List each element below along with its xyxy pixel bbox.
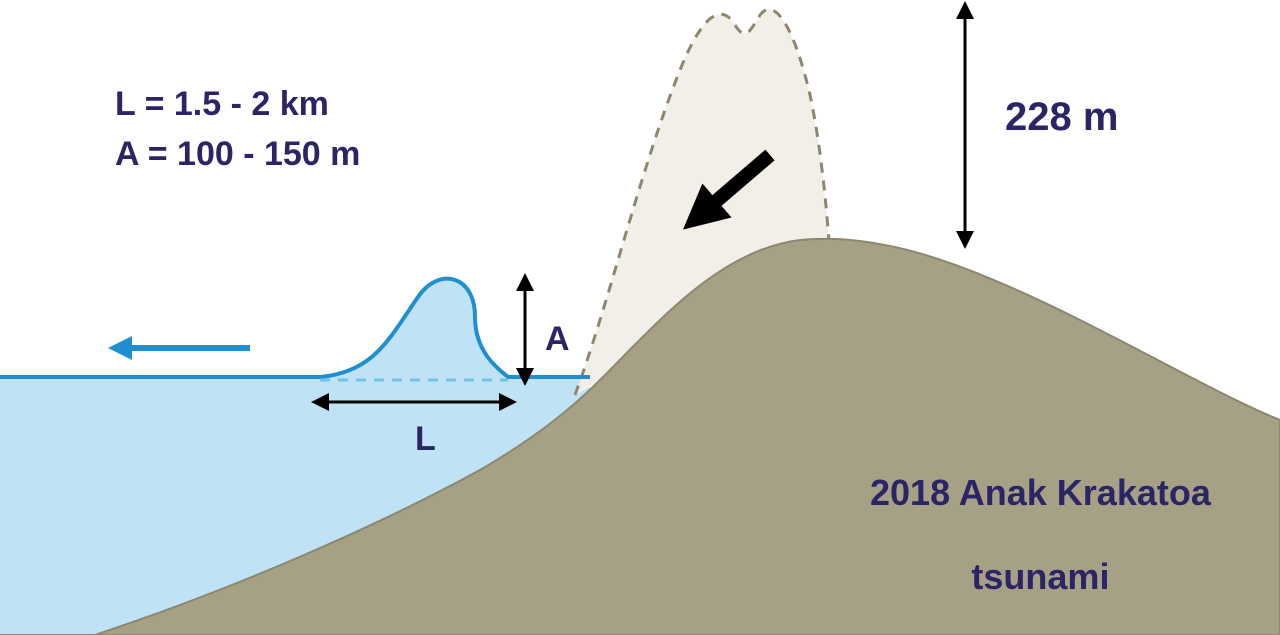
diagram-title: 2018 Anak Krakatoa tsunami xyxy=(850,430,1211,598)
height-value-label: 228 m xyxy=(1005,95,1118,140)
title-line1: 2018 Anak Krakatoa xyxy=(870,472,1211,513)
title-line2: tsunami xyxy=(971,556,1109,597)
length-symbol-label: L xyxy=(415,420,436,459)
param-amplitude-label: A = 100 - 150 m xyxy=(115,135,360,174)
wave-profile xyxy=(0,279,590,377)
param-length-label: L = 1.5 - 2 km xyxy=(115,85,329,124)
amplitude-symbol-label: A xyxy=(545,320,570,359)
